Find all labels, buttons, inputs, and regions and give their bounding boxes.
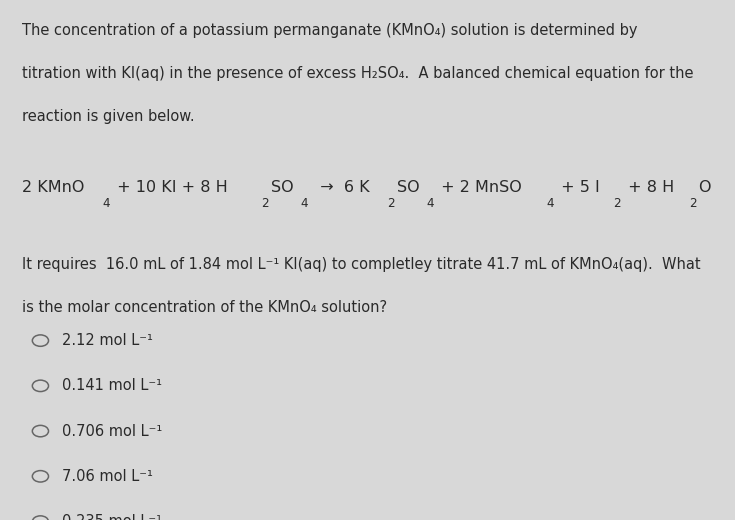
Text: 7.06 mol L⁻¹: 7.06 mol L⁻¹ <box>62 469 153 484</box>
Text: 0.235 mol L⁻¹: 0.235 mol L⁻¹ <box>62 514 162 520</box>
Text: 4: 4 <box>103 197 110 210</box>
Text: is the molar concentration of the KMnO₄ solution?: is the molar concentration of the KMnO₄ … <box>22 300 387 315</box>
Text: 0.706 mol L⁻¹: 0.706 mol L⁻¹ <box>62 424 162 438</box>
Text: 4: 4 <box>301 197 308 210</box>
Text: + 10 KI + 8 H: + 10 KI + 8 H <box>112 180 228 196</box>
Text: 4: 4 <box>426 197 434 210</box>
Text: The concentration of a potassium permanganate (KMnO₄) solution is determined by: The concentration of a potassium permang… <box>22 23 637 38</box>
Text: →  6 K: → 6 K <box>310 180 370 196</box>
Text: reaction is given below.: reaction is given below. <box>22 109 195 124</box>
Text: 2.12 mol L⁻¹: 2.12 mol L⁻¹ <box>62 333 153 348</box>
Text: SO: SO <box>397 180 420 196</box>
Text: O: O <box>698 180 711 196</box>
Text: 2: 2 <box>387 197 395 210</box>
Text: 2: 2 <box>613 197 620 210</box>
Text: 0.141 mol L⁻¹: 0.141 mol L⁻¹ <box>62 379 162 393</box>
Text: titration with KI(aq) in the presence of excess H₂SO₄.  A balanced chemical equa: titration with KI(aq) in the presence of… <box>22 66 694 81</box>
Text: + 8 H: + 8 H <box>623 180 674 196</box>
Text: + 5 I: + 5 I <box>556 180 600 196</box>
Text: + 2 MnSO: + 2 MnSO <box>436 180 522 196</box>
Text: 2: 2 <box>689 197 696 210</box>
Text: 2: 2 <box>262 197 269 210</box>
Text: It requires  16.0 mL of 1.84 mol L⁻¹ KI(aq) to completley titrate 41.7 mL of KMn: It requires 16.0 mL of 1.84 mol L⁻¹ KI(a… <box>22 257 700 272</box>
Text: SO: SO <box>271 180 294 196</box>
Text: 2 KMnO: 2 KMnO <box>22 180 85 196</box>
Text: 4: 4 <box>547 197 554 210</box>
